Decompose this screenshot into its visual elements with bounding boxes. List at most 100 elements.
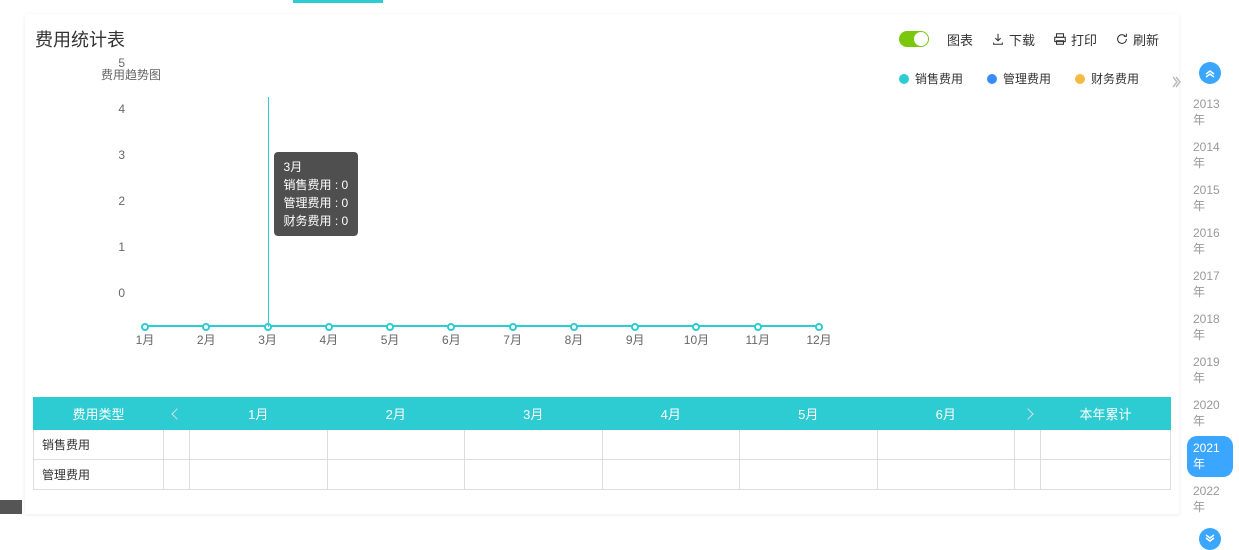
plot-area — [145, 97, 819, 327]
year-item[interactable]: 2018年 — [1187, 307, 1233, 348]
table-prev-button[interactable] — [164, 398, 190, 430]
legend-dot — [1075, 74, 1085, 84]
x-tick: 12月 — [806, 331, 831, 348]
chevron-right-double-icon — [1171, 75, 1181, 89]
refresh-button[interactable]: 刷新 — [1115, 30, 1159, 49]
data-cell — [465, 460, 603, 490]
y-tick: 1 — [118, 240, 125, 254]
col-type-header: 费用类型 — [34, 398, 164, 430]
col-month-header: 2月 — [327, 398, 465, 430]
year-scroll-up-button[interactable] — [1199, 62, 1221, 84]
year-scroll-down-button[interactable] — [1199, 528, 1221, 550]
col-month-header: 1月 — [190, 398, 328, 430]
tab-accent — [293, 0, 383, 3]
chart-container: 费用趋势图 销售费用管理费用财务费用 012345 1月2月3月4月5月6月7月… — [25, 64, 1179, 367]
x-tick: 2月 — [197, 331, 216, 348]
col-month-header: 6月 — [877, 398, 1015, 430]
col-ytd-header: 本年累计 — [1041, 398, 1171, 430]
chart-legend: 销售费用 管理费用 财务费用 — [899, 70, 1139, 87]
year-item[interactable]: 2013年 — [1187, 92, 1233, 133]
cell — [1015, 430, 1041, 460]
crosshair — [268, 97, 269, 327]
data-table: 费用类型 1月2月3月4月5月6月本年累计 销售费用管理费用 — [33, 397, 1171, 490]
table-header-row: 费用类型 1月2月3月4月5月6月本年累计 — [34, 398, 1171, 430]
cell — [164, 460, 190, 490]
legend-item[interactable]: 管理费用 — [987, 70, 1051, 87]
data-cell — [327, 460, 465, 490]
table-next-button[interactable] — [1015, 398, 1041, 430]
row-label-cell: 销售费用 — [34, 430, 164, 460]
bottom-left-handle[interactable] — [0, 500, 22, 514]
year-item[interactable]: 2014年 — [1187, 135, 1233, 176]
panel-header: 费用统计表 图表 下载 打印 刷新 — [25, 14, 1179, 64]
data-cell — [602, 460, 740, 490]
legend-item[interactable]: 财务费用 — [1075, 70, 1139, 87]
col-month-header: 5月 — [740, 398, 878, 430]
x-tick: 9月 — [626, 331, 645, 348]
chart-plot: 012345 1月2月3月4月5月6月7月8月9月10月11月12月 3月销售费… — [115, 97, 1149, 347]
data-cell — [190, 460, 328, 490]
x-tick: 3月 — [258, 331, 277, 348]
y-tick: 4 — [118, 102, 125, 116]
year-item[interactable]: 2021年 — [1187, 436, 1233, 477]
x-tick: 8月 — [565, 331, 584, 348]
x-tick: 5月 — [381, 331, 400, 348]
x-axis: 1月2月3月4月5月6月7月8月9月10月11月12月 — [145, 327, 819, 347]
legend-item[interactable]: 销售费用 — [899, 70, 963, 87]
data-cell — [327, 430, 465, 460]
data-cell — [740, 430, 878, 460]
refresh-icon — [1115, 32, 1129, 46]
data-cell — [877, 460, 1015, 490]
legend-dot — [899, 74, 909, 84]
refresh-label: 刷新 — [1133, 30, 1159, 49]
col-month-header: 3月 — [465, 398, 603, 430]
y-axis: 012345 — [105, 97, 135, 327]
chart-toggle[interactable] — [899, 31, 929, 47]
year-item[interactable]: 2016年 — [1187, 221, 1233, 262]
legend-label: 财务费用 — [1091, 70, 1139, 87]
download-label: 下载 — [1009, 30, 1035, 49]
data-cell — [465, 430, 603, 460]
chart-tooltip: 3月销售费用 : 0管理费用 : 0财务费用 : 0 — [274, 152, 359, 236]
table-row: 管理费用 — [34, 460, 1171, 490]
year-sidebar: 2013年2014年2015年2016年2017年2018年2019年2020年… — [1187, 62, 1233, 550]
year-item[interactable]: 2017年 — [1187, 264, 1233, 305]
x-tick: 10月 — [684, 331, 709, 348]
table-row: 销售费用 — [34, 430, 1171, 460]
year-item[interactable]: 2019年 — [1187, 350, 1233, 391]
print-button[interactable]: 打印 — [1053, 30, 1097, 49]
header-actions: 图表 下载 打印 刷新 — [899, 30, 1159, 49]
table-body: 销售费用管理费用 — [34, 430, 1171, 490]
download-icon — [991, 32, 1005, 46]
y-tick: 5 — [118, 56, 125, 70]
x-tick: 4月 — [319, 331, 338, 348]
legend-label: 销售费用 — [915, 70, 963, 87]
data-cell — [740, 460, 878, 490]
print-icon — [1053, 32, 1067, 46]
x-tick: 6月 — [442, 331, 461, 348]
year-item[interactable]: 2015年 — [1187, 178, 1233, 219]
data-cell — [190, 430, 328, 460]
col-month-header: 4月 — [602, 398, 740, 430]
cell — [164, 430, 190, 460]
main-panel: 费用统计表 图表 下载 打印 刷新 费用趋势图 销售费用管理费用财务费用 012… — [25, 14, 1179, 514]
ytd-cell — [1041, 460, 1171, 490]
x-tick: 11月 — [745, 331, 769, 348]
x-tick: 1月 — [136, 331, 155, 348]
ytd-cell — [1041, 430, 1171, 460]
y-tick: 3 — [118, 148, 125, 162]
year-item[interactable]: 2020年 — [1187, 393, 1233, 434]
chevron-up-double-icon — [1204, 67, 1216, 79]
print-label: 打印 — [1071, 30, 1097, 49]
download-button[interactable]: 下载 — [991, 30, 1035, 49]
y-tick: 0 — [118, 286, 125, 300]
x-tick: 7月 — [503, 331, 522, 348]
chart-toggle-label: 图表 — [947, 30, 973, 49]
sidebar-collapse-button[interactable] — [1169, 62, 1183, 102]
cell — [1015, 460, 1041, 490]
data-cell — [602, 430, 740, 460]
chevron-down-double-icon — [1204, 533, 1216, 545]
year-list: 2013年2014年2015年2016年2017年2018年2019年2020年… — [1187, 92, 1233, 520]
legend-dot — [987, 74, 997, 84]
page-title: 费用统计表 — [35, 26, 125, 52]
